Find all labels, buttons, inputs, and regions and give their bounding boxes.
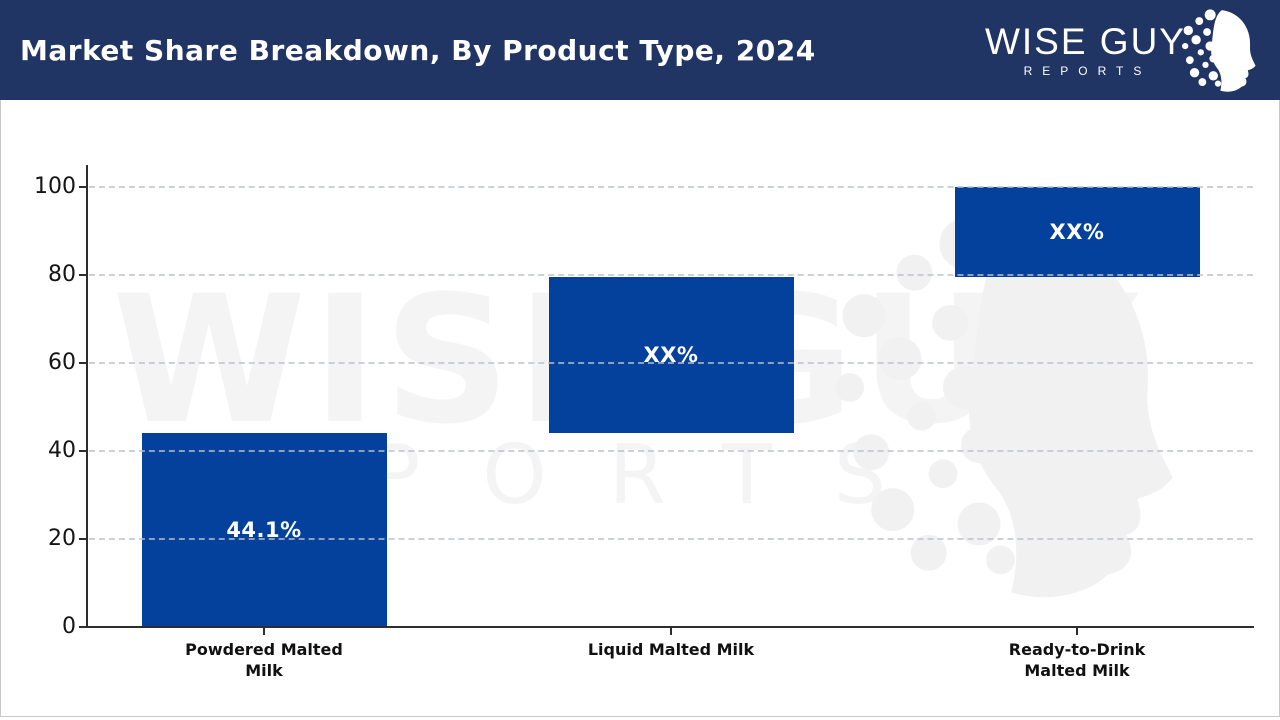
brand-logo-text: WISE GUY REPORTS — [985, 23, 1186, 78]
y-tick-mark-0 — [79, 626, 87, 628]
y-tick-label-100: 100 — [34, 174, 76, 199]
y-tick-label-60: 60 — [48, 350, 76, 375]
brand-logo: WISE GUY REPORTS — [985, 0, 1262, 100]
x-axis-line — [86, 626, 1254, 628]
gridline-80 — [89, 274, 1253, 276]
x-category-label-2: Ready-to-Drink Malted Milk — [1008, 640, 1146, 680]
bar-segment-0: 44.1% — [141, 432, 387, 627]
y-tick-mark-80 — [79, 274, 87, 276]
brand-dotted-head-icon — [1182, 9, 1256, 92]
x-category-label-0: Powdered Malted Milk — [185, 640, 343, 680]
bar-value-label: 44.1% — [226, 517, 302, 542]
gridline-60 — [89, 362, 1253, 364]
brand-name: WISE GUY — [984, 20, 1186, 62]
x-tick-mark-1 — [670, 628, 672, 635]
gridline-40 — [89, 450, 1253, 452]
page-title: Market Share Breakdown, By Product Type,… — [20, 33, 816, 67]
y-tick-label-40: 40 — [48, 438, 76, 463]
header-bar: Market Share Breakdown, By Product Type,… — [0, 0, 1280, 100]
bar-value-label: XX% — [1049, 220, 1105, 245]
gridline-100 — [89, 186, 1253, 188]
x-category-label-1: Liquid Malted Milk — [587, 640, 755, 659]
y-tick-label-0: 0 — [62, 614, 76, 639]
x-tick-mark-2 — [1076, 628, 1078, 635]
bar-segment-2: XX% — [954, 187, 1200, 278]
bar-segment-1: XX% — [548, 277, 794, 433]
gridline-20 — [89, 538, 1253, 540]
y-tick-mark-20 — [79, 538, 87, 540]
y-tick-label-80: 80 — [48, 262, 76, 287]
x-tick-mark-0 — [263, 628, 265, 635]
y-tick-mark-60 — [79, 362, 87, 364]
y-axis-line — [86, 165, 88, 628]
y-tick-label-20: 20 — [48, 526, 76, 551]
y-tick-mark-100 — [79, 186, 87, 188]
brand-subtitle: REPORTS — [1023, 63, 1152, 78]
y-tick-mark-40 — [79, 450, 87, 452]
